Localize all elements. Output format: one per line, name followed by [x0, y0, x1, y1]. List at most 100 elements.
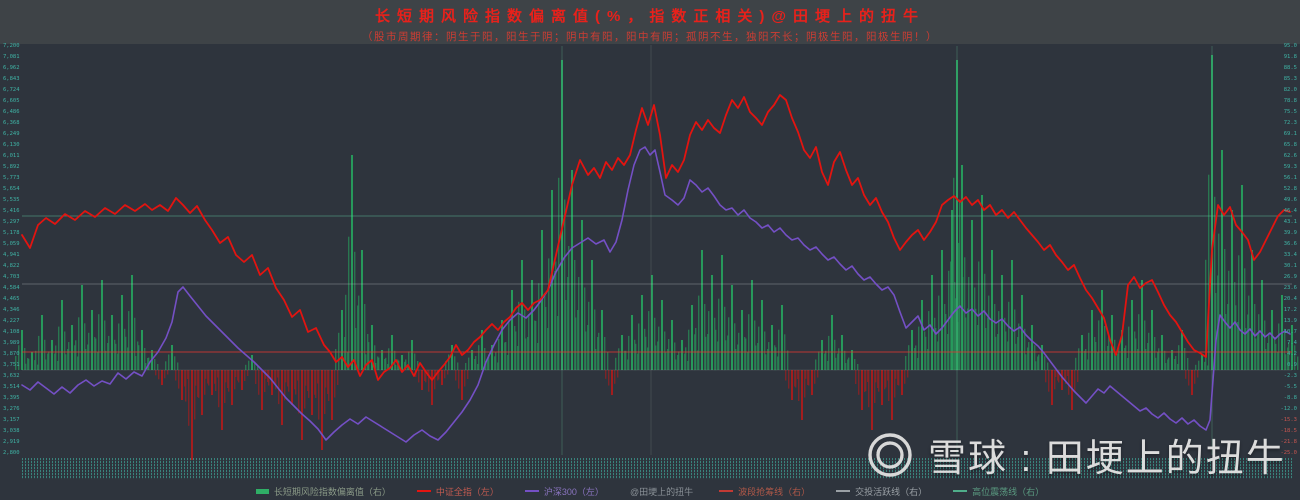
watermark-author: 田埂上的扭牛	[1045, 438, 1286, 480]
svg-text:5,297: 5,297	[3, 219, 20, 225]
svg-text:95.0: 95.0	[1284, 43, 1297, 49]
watermark-separator: :	[1008, 438, 1046, 480]
svg-text:56.1: 56.1	[1284, 175, 1297, 181]
svg-text:49.6: 49.6	[1284, 197, 1297, 203]
svg-text:46.4: 46.4	[1284, 208, 1298, 214]
svg-text:4,703: 4,703	[3, 274, 20, 280]
chart-header: 长短期风险指数偏离值(%，指数正相关)@田埂上的扭牛 （股市周期律：阴生于阳，阳…	[0, 0, 1300, 44]
watermark-text: 雪球 : 田埂上的扭牛	[928, 427, 1286, 482]
svg-text:17.2: 17.2	[1284, 307, 1297, 313]
svg-text:4,584: 4,584	[3, 285, 20, 291]
svg-text:6,724: 6,724	[3, 87, 20, 93]
svg-text:3,276: 3,276	[3, 406, 20, 412]
legend-label: 长短期风险指数偏离值（右）	[273, 486, 391, 497]
svg-text:-12.0: -12.0	[1280, 406, 1297, 412]
svg-text:4,465: 4,465	[3, 296, 20, 302]
svg-text:-8.8: -8.8	[1284, 395, 1297, 401]
svg-text:4,346: 4,346	[3, 307, 20, 313]
svg-text:91.8: 91.8	[1284, 54, 1297, 60]
legend-item-author: @田埂上的扭牛	[630, 485, 693, 498]
svg-text:6,962: 6,962	[3, 65, 20, 71]
svg-text:65.8: 65.8	[1284, 142, 1297, 148]
svg-text:5,059: 5,059	[3, 241, 20, 247]
svg-text:5,654: 5,654	[3, 186, 20, 192]
svg-text:85.3: 85.3	[1284, 76, 1297, 82]
legend-swatch-high-oscillation-line-icon	[953, 490, 968, 492]
svg-text:52.8: 52.8	[1284, 186, 1297, 192]
svg-text:6,368: 6,368	[3, 120, 20, 126]
svg-text:-5.5: -5.5	[1284, 384, 1297, 390]
svg-text:5,892: 5,892	[3, 164, 20, 170]
svg-text:-15.3: -15.3	[1280, 417, 1297, 423]
svg-text:59.3: 59.3	[1284, 164, 1297, 170]
legend-label: 中证全指（左）	[435, 486, 499, 497]
legend-swatch-csi-all-share-icon	[416, 490, 431, 492]
svg-text:72.3: 72.3	[1284, 120, 1297, 126]
svg-text:3,157: 3,157	[3, 417, 20, 423]
svg-text:82.0: 82.0	[1284, 87, 1297, 93]
svg-text:26.9: 26.9	[1284, 274, 1297, 280]
svg-text:3,395: 3,395	[3, 395, 20, 401]
svg-text:20.4: 20.4	[1284, 296, 1298, 302]
svg-text:5,535: 5,535	[3, 197, 20, 203]
legend-label: 沪深300（左）	[543, 486, 604, 497]
series-line-1	[21, 94, 1291, 381]
svg-text:5,773: 5,773	[3, 175, 20, 181]
svg-text:75.5: 75.5	[1284, 109, 1297, 115]
svg-text:2,800: 2,800	[3, 450, 20, 456]
legend-swatch-active-trading-line-icon	[836, 490, 851, 492]
left-axis-ticks: 7,200 7,081 6,962 6,843 6,724 6,605 6,486 6,368…	[3, 43, 20, 456]
series-line-2	[21, 146, 1291, 443]
deviation-bars	[15, 46, 1299, 460]
svg-text:2,919: 2,919	[3, 439, 20, 445]
svg-text:69.1: 69.1	[1284, 131, 1297, 137]
svg-text:33.4: 33.4	[1284, 252, 1298, 258]
svg-text:36.6: 36.6	[1284, 241, 1297, 247]
svg-text:7,081: 7,081	[3, 54, 20, 60]
legend-label: 波段抢筹线（右）	[738, 486, 811, 497]
date-axis-band	[22, 458, 1292, 479]
legend: 长短期风险指数偏离值（右） 中证全指（左） 沪深300（左） @田埂上的扭牛 波…	[0, 484, 1300, 498]
svg-text:3,751: 3,751	[3, 362, 20, 368]
svg-text:39.9: 39.9	[1284, 230, 1297, 236]
legend-swatch-deviation-icon	[255, 488, 269, 494]
legend-label: @田埂上的扭牛	[629, 486, 694, 497]
svg-text:30.1: 30.1	[1284, 263, 1297, 269]
svg-text:6,249: 6,249	[3, 131, 20, 137]
legend-item-band-buy-line: 波段抢筹线（右）	[719, 485, 810, 498]
svg-text:10.7: 10.7	[1284, 329, 1297, 335]
chart-title: 长短期风险指数偏离值(%，指数正相关)@田埂上的扭牛	[375, 8, 925, 25]
xueqiu-logo-icon	[868, 432, 912, 477]
svg-text:4,108: 4,108	[3, 329, 20, 335]
svg-text:7.4: 7.4	[1287, 340, 1298, 346]
svg-text:4,941: 4,941	[3, 252, 20, 258]
legend-item-hs300: 沪深300（左）	[524, 485, 604, 498]
watermark: 雪球 : 田埂上的扭牛	[866, 427, 1286, 482]
svg-text:6,130: 6,130	[3, 142, 20, 148]
svg-text:4.2: 4.2	[1287, 351, 1297, 357]
svg-text:-18.5: -18.5	[1280, 428, 1297, 434]
svg-text:-25.0: -25.0	[1280, 450, 1297, 456]
svg-text:3,989: 3,989	[3, 340, 20, 346]
legend-swatch-band-buy-line-icon	[719, 490, 734, 492]
svg-text:-21.8: -21.8	[1280, 439, 1297, 445]
legend-item-csi-all-share: 中证全指（左）	[416, 485, 499, 498]
svg-text:6,605: 6,605	[3, 98, 20, 104]
svg-text:4,822: 4,822	[3, 263, 20, 269]
svg-text:23.6: 23.6	[1284, 285, 1297, 291]
svg-text:5,178: 5,178	[3, 230, 20, 236]
chart-subtitle: （股市周期律：阴生于阳，阳生于阴；阴中有阳，阳中有阴；孤阴不生，独阳不长；阴极生…	[362, 31, 938, 43]
legend-label: 高位震荡线（右）	[972, 486, 1045, 497]
reference-lines	[22, 45, 1292, 455]
watermark-brand: 雪球	[928, 438, 1009, 480]
svg-text:13.9: 13.9	[1284, 318, 1297, 324]
svg-text:3,632: 3,632	[3, 373, 20, 379]
legend-item-deviation: 长短期风险指数偏离值（右）	[255, 485, 391, 498]
svg-text:3,514: 3,514	[3, 384, 20, 390]
svg-text:43.1: 43.1	[1284, 219, 1297, 225]
svg-text:3,038: 3,038	[3, 428, 20, 434]
svg-text:88.5: 88.5	[1284, 65, 1297, 71]
svg-text:62.6: 62.6	[1284, 153, 1297, 159]
